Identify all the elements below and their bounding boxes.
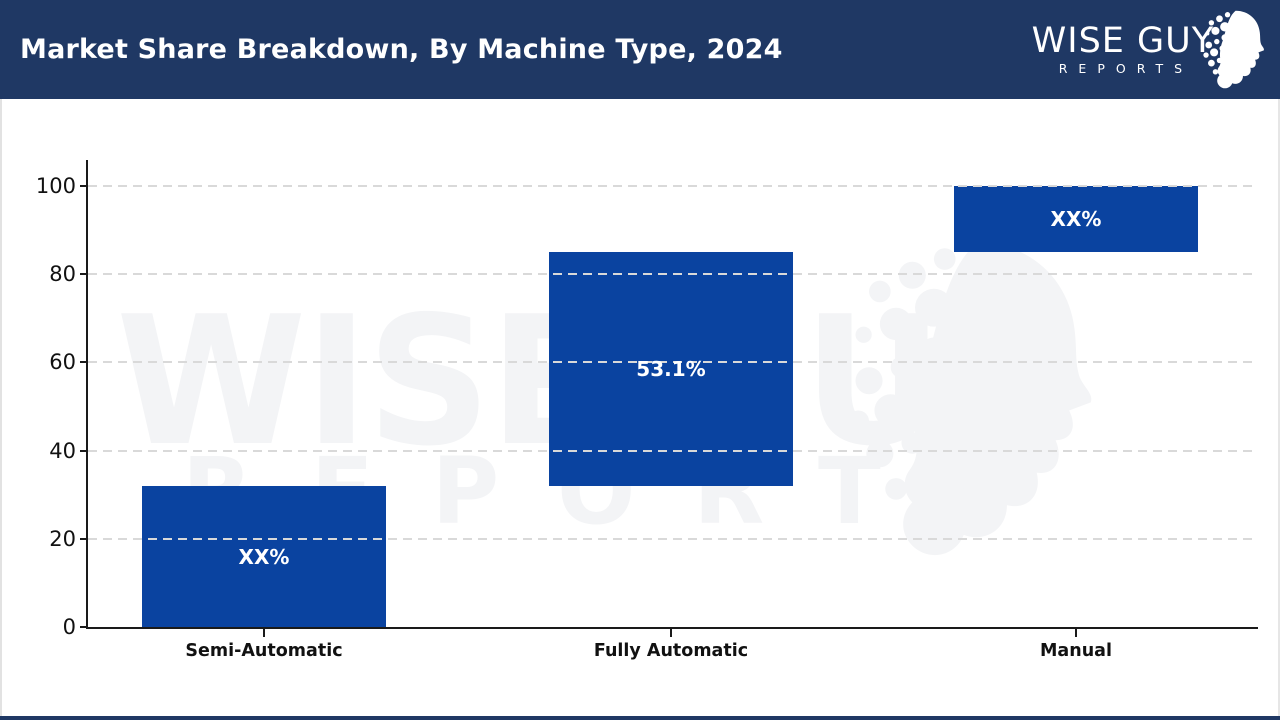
logo-wordmark: WISE GUY [1031,20,1215,61]
y-tick-label-60: 60 [49,350,76,375]
y-tick-40 [80,449,88,452]
bar-value-label: 53.1% [636,357,706,382]
y-tick-100 [80,185,88,187]
gridline-40 [88,449,1258,452]
gridline-100 [88,185,1258,187]
x-category-label-3: Manual [1040,641,1112,661]
bar-fully-automatic [549,252,793,487]
footer-accent-strip [0,716,1280,720]
y-tick-label-0: 0 [62,615,76,639]
logo-head-icon [1203,10,1265,88]
wise-guy-reports-logo: WISE GUY REPORTS [1032,8,1266,92]
gridline-80 [88,273,1258,276]
y-tick-label-80: 80 [49,262,76,287]
y-axis-line [86,160,88,629]
y-tick-label-20: 20 [49,526,76,551]
y-tick-60 [80,361,88,364]
chart-title: Market Share Breakdown, By Machine Type,… [20,34,783,65]
x-category-label-2: Fully Automatic [593,641,749,661]
bar-manual [954,186,1198,253]
y-tick-label-100: 100 [35,174,76,198]
bar-value-label: XX% [1050,207,1102,232]
bar-value-label: XX% [238,544,290,569]
y-tick-20 [80,537,88,540]
x-tick-3 [1075,629,1077,637]
header-bar: Market Share Breakdown, By Machine Type,… [0,0,1280,99]
gridline-60 [88,361,1258,364]
logo-subtitle: REPORTS [1058,61,1194,77]
y-tick-0 [80,626,88,628]
x-tick-1 [263,629,265,637]
logo-text: WISE GUY REPORTS [1031,20,1215,77]
bar-semi-automatic [142,486,386,627]
y-tick-label-40: 40 [49,438,76,463]
y-tick-80 [80,273,88,276]
gridline-20 [88,537,1258,540]
x-tick-2 [670,629,672,637]
x-category-label-1: Semi-Automatic [185,641,343,661]
x-axis-line [86,627,1258,629]
